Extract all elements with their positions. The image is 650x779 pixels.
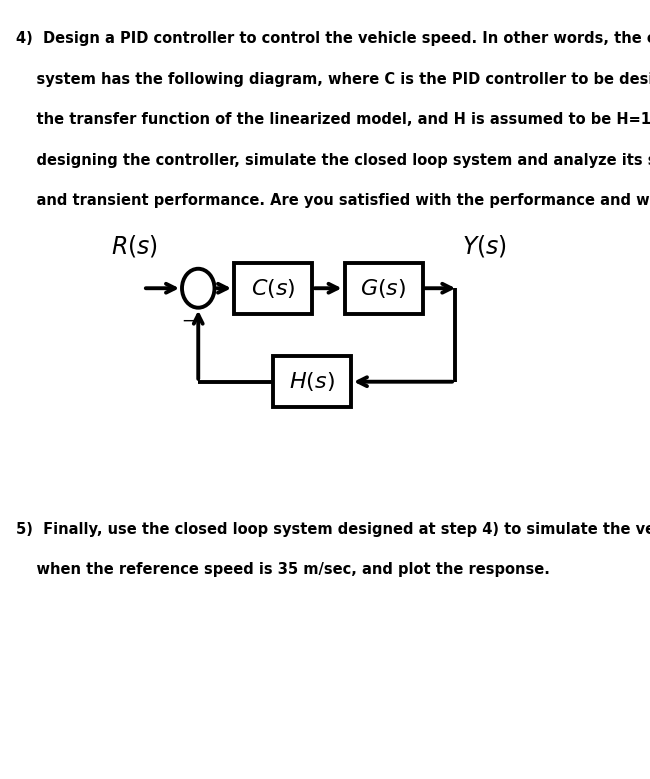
Bar	[344, 263, 422, 313]
Text: 5)  Finally, use the closed loop system designed at step 4) to simulate the vehi: 5) Finally, use the closed loop system d…	[16, 522, 650, 537]
Text: 4)  Design a PID controller to control the vehicle speed. In other words, the cl: 4) Design a PID controller to control th…	[16, 31, 650, 46]
Text: and transient performance. Are you satisfied with the performance and why?: and transient performance. Are you satis…	[16, 193, 650, 208]
Text: $-$: $-$	[181, 310, 195, 329]
Text: system has the following diagram, where C is the PID controller to be designed, : system has the following diagram, where …	[16, 72, 650, 86]
Text: designing the controller, simulate the closed loop system and analyze its steady: designing the controller, simulate the c…	[16, 153, 650, 167]
Text: the transfer function of the linearized model, and H is assumed to be H=1. After: the transfer function of the linearized …	[16, 112, 650, 127]
Text: $\mathit{R(s)}$: $\mathit{R(s)}$	[111, 233, 157, 259]
Text: $\mathit{C(s)}$: $\mathit{C(s)}$	[251, 277, 295, 300]
Text: $\mathit{Y(s)}$: $\mathit{Y(s)}$	[462, 233, 506, 259]
Text: $\mathit{H(s)}$: $\mathit{H(s)}$	[289, 370, 335, 393]
Bar	[273, 357, 351, 407]
Text: when the reference speed is 35 m/sec, and plot the response.: when the reference speed is 35 m/sec, an…	[16, 562, 550, 577]
Text: $\mathit{G(s)}$: $\mathit{G(s)}$	[360, 277, 407, 300]
Bar	[234, 263, 312, 313]
